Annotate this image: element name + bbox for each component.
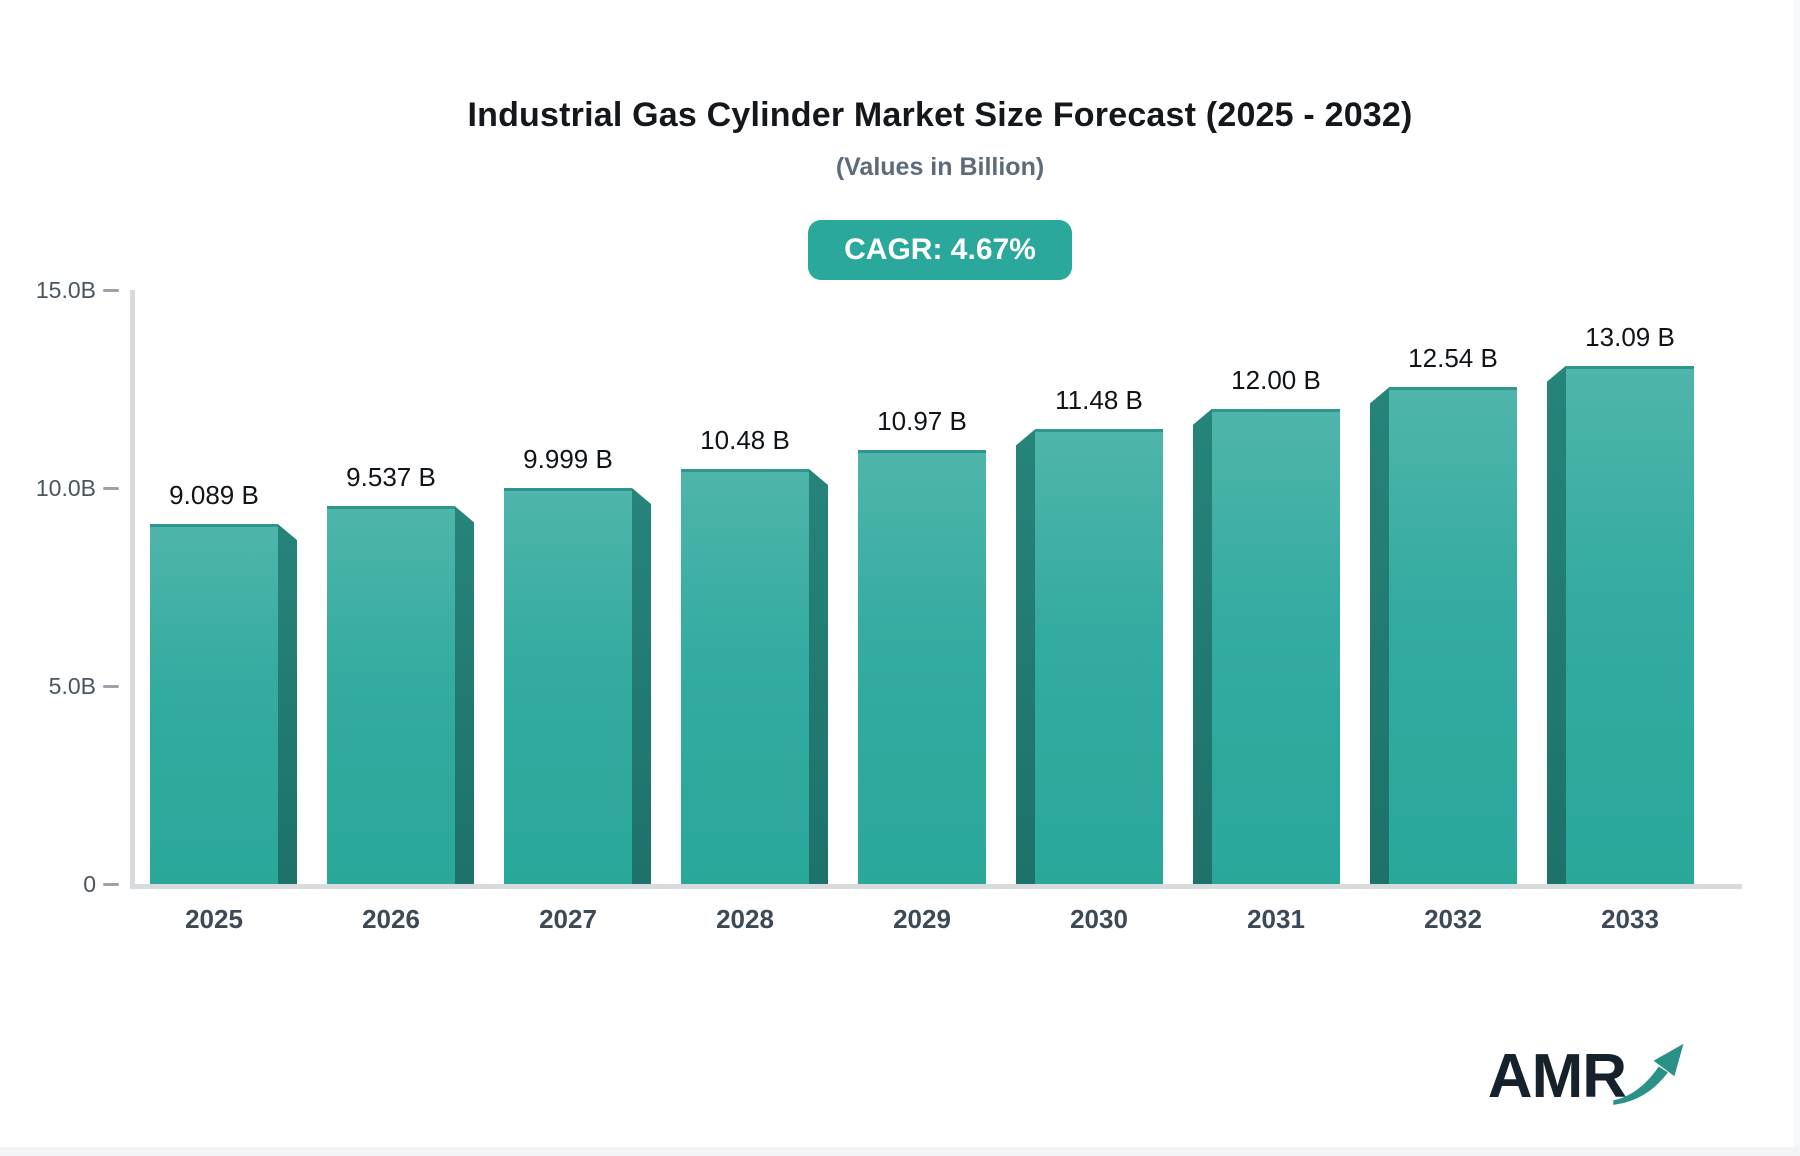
y-tick-label-5.0B: 5.0B (48, 673, 96, 699)
y-tick-mark (103, 487, 119, 490)
x-axis-line (130, 884, 1742, 889)
bar-value-label-2030: 11.48 B (1055, 385, 1143, 416)
y-tick-label-15.0B: 15.0B (35, 277, 96, 303)
x-tick-label-2027: 2027 (539, 904, 597, 934)
bar-2030 (1035, 429, 1163, 884)
y-tick-label-0: 0 (83, 871, 96, 897)
bar-value-label-2032: 12.54 B (1408, 343, 1498, 374)
bar-side-2027 (632, 488, 651, 884)
y-tick-mark (103, 685, 119, 688)
x-tick-label-2032: 2032 (1424, 904, 1482, 934)
bar-value-label-2027: 9.999 B (523, 444, 613, 475)
bar-value-label-2025: 9.089 B (169, 480, 259, 511)
growth-arrow-icon (1612, 1041, 1690, 1114)
bar-2025 (150, 524, 278, 884)
bar-value-label-2033: 13.09 B (1585, 321, 1675, 352)
bar-value-label-2028: 10.48 B (700, 424, 790, 455)
bar-value-label-2031: 12.00 B (1231, 364, 1321, 395)
bar-side-2025 (278, 524, 297, 884)
y-tick-label-10.0B: 10.0B (35, 475, 96, 501)
page-edge (0, 1147, 1800, 1156)
chart-header: Industrial Gas Cylinder Market Size Fore… (60, 0, 1800, 280)
bar-side-2028 (809, 468, 828, 884)
x-tick-label-2030: 2030 (1070, 904, 1128, 934)
x-tick-label-2031: 2031 (1247, 904, 1305, 934)
x-tick-label-2028: 2028 (716, 904, 774, 934)
bar-2028 (681, 468, 809, 884)
bar-value-label-2026: 9.537 B (346, 462, 436, 493)
bar-side-2032 (1370, 387, 1389, 884)
bar-2032 (1389, 387, 1517, 884)
page-edge (1793, 0, 1800, 1156)
x-tick-label-2025: 2025 (185, 904, 243, 934)
y-axis-line (130, 290, 135, 889)
bar-side-2026 (455, 506, 474, 884)
amr-logo: AMR (1488, 1041, 1690, 1108)
bar-value-label-2029: 10.97 B (877, 405, 967, 436)
x-tick-label-2033: 2033 (1601, 904, 1659, 934)
bar-2026 (327, 506, 455, 884)
cagr-badge: CAGR: 4.67% (808, 220, 1072, 280)
chart-subtitle: (Values in Billion) (835, 153, 1045, 181)
bar-2029 (858, 449, 986, 884)
y-tick-mark (103, 289, 119, 292)
x-tick-label-2029: 2029 (893, 904, 951, 934)
amr-logo-text: AMR (1487, 1042, 1627, 1111)
bar-side-2030 (1016, 429, 1035, 884)
bar-side-2031 (1193, 408, 1212, 884)
bar-side-2033 (1547, 365, 1566, 884)
y-tick-mark (103, 883, 119, 886)
bar-2031 (1212, 408, 1340, 884)
bar-2033 (1566, 365, 1694, 884)
x-tick-label-2026: 2026 (362, 904, 420, 934)
chart-title: Industrial Gas Cylinder Market Size Fore… (467, 96, 1413, 134)
bar-2027 (504, 488, 632, 884)
